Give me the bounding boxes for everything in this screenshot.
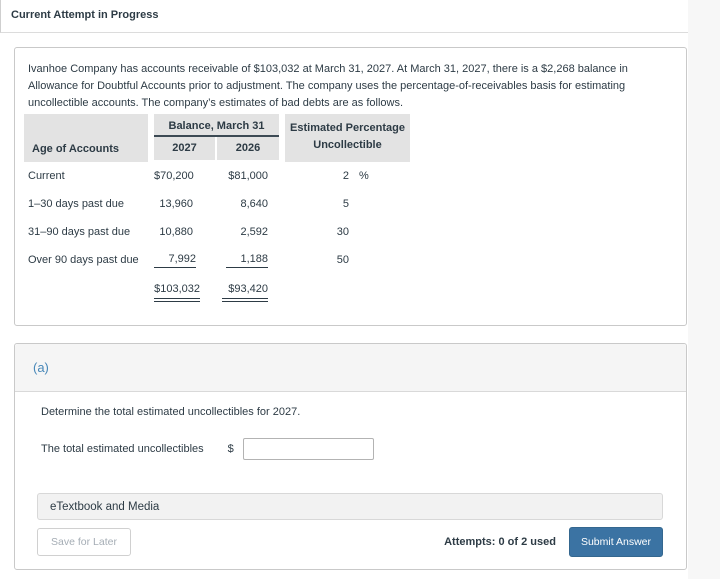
part-a-question: Determine the total estimated uncollecti…	[41, 406, 301, 418]
row-percentage-value: 2	[342, 170, 349, 182]
answer-label: The total estimated uncollectibles	[41, 443, 204, 455]
part-a-body: Determine the total estimated uncollecti…	[15, 392, 686, 569]
aging-table-header: Age of Accounts Balance, March 31 2027 2…	[24, 114, 410, 162]
problem-statement: Ivanhoe Company has accounts receivable …	[28, 63, 628, 109]
problem-card: Ivanhoe Company has accounts receivable …	[14, 47, 687, 326]
row-2026-value: 8,640	[240, 198, 268, 210]
page-side-background	[688, 0, 720, 579]
totals-row: $103,032 $93,420	[24, 276, 410, 308]
header-year-2027: 2027	[154, 137, 215, 160]
row-2027-value: 7,992	[154, 253, 196, 268]
row-age-label: 1–30 days past due	[28, 198, 125, 210]
etextbook-label: eTextbook and Media	[50, 500, 160, 513]
header-year-2026: 2026	[217, 137, 279, 160]
row-percentage-unit: %	[359, 170, 369, 182]
part-a-label: (a)	[33, 360, 49, 375]
save-for-later-button[interactable]: Save for Later	[37, 528, 131, 556]
part-a-card: (a) Determine the total estimated uncoll…	[14, 343, 687, 570]
table-row: Over 90 days past due 7,992 1,188 50	[24, 246, 410, 274]
row-age-label: Current	[28, 170, 65, 182]
row-2027-value: 10,880	[159, 226, 193, 238]
part-a-header: (a)	[15, 344, 686, 392]
row-percentage-value: 5	[342, 198, 349, 210]
header-balance-group: Balance, March 31 2027 2026	[154, 114, 279, 162]
header-balance-march-31: Balance, March 31	[154, 114, 279, 137]
submit-answer-button[interactable]: Submit Answer	[568, 527, 663, 557]
attempt-status-bar: Current Attempt in Progress	[0, 0, 688, 33]
row-age-label: 31–90 days past due	[28, 226, 131, 238]
row-percentage-value: 30	[336, 226, 349, 238]
row-percentage-value: 50	[336, 254, 349, 266]
row-2027-value: $70,200	[154, 170, 194, 182]
aging-table: Age of Accounts Balance, March 31 2027 2…	[24, 114, 410, 308]
row-2027-value: 13,960	[159, 198, 193, 210]
table-row: Current $70,200 $81,000 2 %	[24, 162, 410, 190]
header-age-of-accounts: Age of Accounts	[24, 114, 148, 162]
attempt-status-title: Current Attempt in Progress	[11, 9, 159, 21]
etextbook-and-media-bar[interactable]: eTextbook and Media	[37, 493, 663, 520]
table-row: 1–30 days past due 13,960 8,640 5	[24, 190, 410, 218]
table-row: 31–90 days past due 10,880 2,592 30	[24, 218, 410, 246]
footer-actions: Save for Later Attempts: 0 of 2 used Sub…	[37, 527, 663, 557]
aging-table-body: Current $70,200 $81,000 2 % 1–30 days pa…	[24, 162, 410, 274]
answer-input[interactable]	[242, 438, 374, 460]
header-estimated-percentage: Estimated Percentage Uncollectible	[285, 114, 410, 162]
total-2027: $103,032	[154, 283, 200, 302]
row-2026-value: $81,000	[228, 170, 268, 182]
total-2026: $93,420	[222, 283, 268, 302]
answer-row: The total estimated uncollectibles $	[41, 438, 374, 460]
row-age-label: Over 90 days past due	[28, 254, 139, 266]
currency-symbol: $	[227, 443, 234, 455]
attempts-counter: Attempts: 0 of 2 used	[444, 536, 556, 548]
row-2026-value: 2,592	[240, 226, 268, 238]
row-2026-value: 1,188	[226, 253, 268, 268]
